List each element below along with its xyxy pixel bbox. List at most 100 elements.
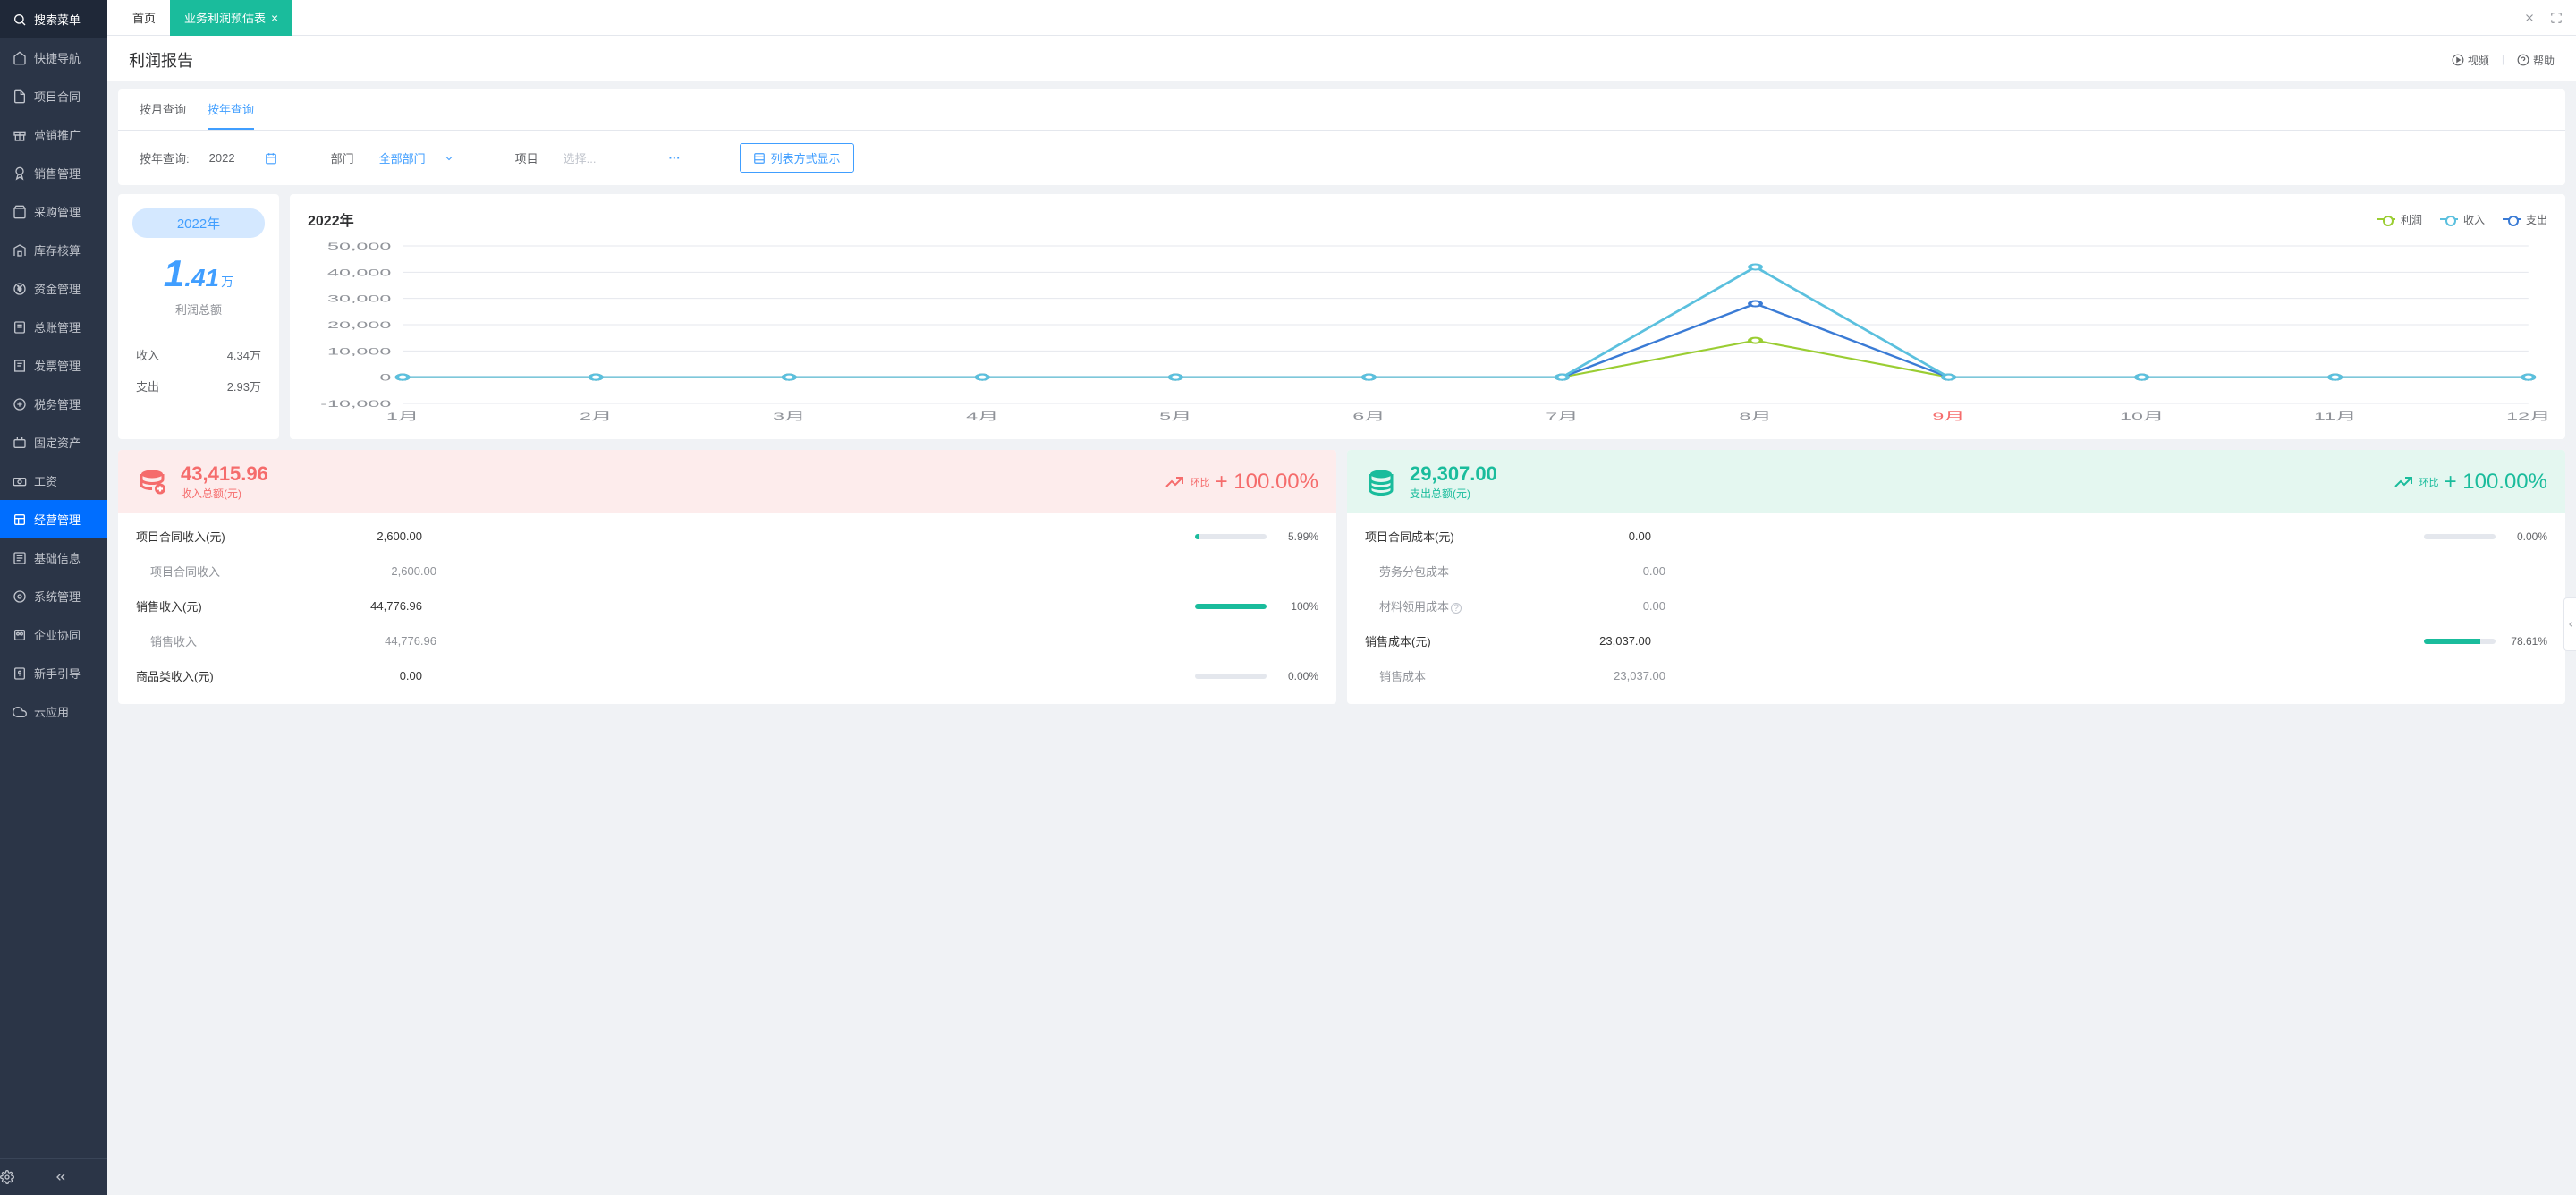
tab-0[interactable]: 首页	[118, 0, 170, 36]
right-drawer-handle[interactable]	[2563, 598, 2576, 651]
tab-close-all-button[interactable]	[2519, 7, 2540, 29]
query-tab-0[interactable]: 按月查询	[140, 89, 186, 130]
sidebar-item-12[interactable]: 工资	[0, 462, 107, 500]
sidebar-item-label: 企业协同	[34, 626, 80, 643]
metric-row: 项目合同成本(元)0.000.00%	[1365, 519, 2547, 554]
home-icon	[13, 51, 27, 65]
sidebar-item-label: 税务管理	[34, 395, 80, 412]
sidebar-item-5[interactable]: 采购管理	[0, 192, 107, 231]
sidebar-item-3[interactable]: 营销推广	[0, 115, 107, 154]
sidebar-item-0[interactable]: 搜索菜单	[0, 0, 107, 38]
profit-label: 利润总额	[132, 301, 265, 318]
cart-icon	[13, 205, 27, 219]
chart-legend: 利润 收入 支出	[2377, 212, 2547, 227]
income-card: 43,415.96 收入总额(元) 环比 + 100.00% 项目合同收入(元)…	[118, 450, 1336, 704]
svg-text:-10,000: -10,000	[320, 398, 391, 410]
metric-row: 销售收入44,776.96	[136, 623, 1318, 658]
legend-item[interactable]: 收入	[2440, 212, 2485, 227]
year-filter-label: 按年查询:	[140, 149, 190, 166]
help-link[interactable]: 帮助	[2517, 53, 2555, 68]
sidebar-item-16[interactable]: 企业协同	[0, 615, 107, 654]
cloud-icon	[13, 705, 27, 719]
year-badge: 2022年	[132, 208, 265, 238]
sidebar-item-4[interactable]: 销售管理	[0, 154, 107, 192]
metric-row: 销售收入(元)44,776.96100%	[136, 589, 1318, 623]
year-input[interactable]: 2022	[208, 148, 261, 168]
metric-row-label: 项目合同收入	[150, 563, 311, 580]
svg-text:3月: 3月	[773, 411, 805, 422]
sidebar-item-label: 销售管理	[34, 165, 80, 182]
tab-1[interactable]: 业务利润预估表×	[170, 0, 292, 36]
metric-row-value: 0.00	[1540, 564, 1665, 578]
legend-marker	[2377, 216, 2395, 223]
expense-trend-value: + 100.00%	[2445, 470, 2547, 495]
svg-text:10月: 10月	[2120, 411, 2164, 422]
svg-text:7月: 7月	[1546, 411, 1578, 422]
sidebar-item-label: 快捷导航	[34, 49, 80, 66]
progress-pct: 0.00%	[2504, 530, 2547, 543]
expense-amount: 29,307.00	[1410, 462, 1497, 486]
svg-text:50,000: 50,000	[327, 241, 391, 252]
project-more-button[interactable]: ···	[664, 151, 686, 165]
sidebar-item-label: 搜索菜单	[34, 11, 80, 28]
sidebar-item-6[interactable]: 库存核算	[0, 231, 107, 269]
sidebar-item-7[interactable]: ¥资金管理	[0, 269, 107, 308]
svg-text:9月: 9月	[1932, 411, 1964, 422]
sidebar-item-10[interactable]: 税务管理	[0, 385, 107, 423]
sidebar-item-9[interactable]: 发票管理	[0, 346, 107, 385]
asset-icon	[13, 436, 27, 450]
metric-row-label: 销售收入	[150, 632, 311, 649]
metric-row-label: 材料领用成本?	[1379, 598, 1540, 614]
collapse-button[interactable]	[54, 1159, 107, 1195]
dept-select[interactable]: 全部部门	[372, 146, 462, 170]
fullscreen-button[interactable]	[2546, 7, 2567, 29]
metric-row-label: 销售成本(元)	[1365, 632, 1526, 649]
svg-text:¥: ¥	[17, 284, 22, 292]
sidebar-item-15[interactable]: 系统管理	[0, 577, 107, 615]
sidebar-item-11[interactable]: 固定资产	[0, 423, 107, 462]
svg-text:8月: 8月	[1739, 411, 1771, 422]
sidebar-item-label: 工资	[34, 472, 57, 489]
tab-close-icon[interactable]: ×	[271, 11, 278, 25]
legend-item[interactable]: 支出	[2503, 212, 2547, 227]
metric-row-label: 销售成本	[1379, 667, 1540, 684]
sidebar-item-2[interactable]: 项目合同	[0, 77, 107, 115]
project-select[interactable]: 选择...	[556, 146, 646, 170]
calendar-icon[interactable]	[265, 152, 277, 165]
income-icon	[136, 466, 168, 498]
settings-button[interactable]	[0, 1159, 54, 1195]
chevron-down-icon	[444, 153, 454, 164]
video-link[interactable]: 视频	[2452, 53, 2489, 68]
sidebar-item-label: 新手引导	[34, 665, 80, 682]
sidebar-item-18[interactable]: 云应用	[0, 692, 107, 731]
metric-row-value: 44,776.96	[297, 599, 422, 613]
warehouse-icon	[13, 243, 27, 258]
salary-icon	[13, 474, 27, 488]
progress-pct: 5.99%	[1275, 530, 1318, 543]
svg-text:40,000: 40,000	[327, 267, 391, 278]
sidebar-item-1[interactable]: 快捷导航	[0, 38, 107, 77]
metric-row-value: 44,776.96	[311, 634, 436, 648]
sidebar-item-14[interactable]: 基础信息	[0, 538, 107, 577]
metric-row-label: 劳务分包成本	[1379, 563, 1540, 580]
legend-marker	[2503, 216, 2521, 223]
expense-row: 支出 2.93万	[132, 370, 265, 402]
svg-text:1月: 1月	[386, 411, 419, 422]
invoice-icon	[13, 359, 27, 373]
metric-row-value: 0.00	[1540, 599, 1665, 613]
legend-item[interactable]: 利润	[2377, 212, 2422, 227]
sidebar-item-8[interactable]: 总账管理	[0, 308, 107, 346]
query-tab-1[interactable]: 按年查询	[208, 89, 254, 130]
info-icon[interactable]: ?	[1451, 603, 1462, 614]
svg-text:30,000: 30,000	[327, 292, 391, 304]
sidebar-item-17[interactable]: 新手引导	[0, 654, 107, 692]
sidebar-item-label: 采购管理	[34, 203, 80, 220]
income-amount: 43,415.96	[181, 462, 268, 486]
collab-icon	[13, 628, 27, 642]
badge-icon	[13, 166, 27, 181]
sidebar-item-13[interactable]: 经营管理	[0, 500, 107, 538]
list-mode-button[interactable]: 列表方式显示	[740, 143, 854, 173]
file-icon	[13, 89, 27, 104]
svg-text:11月: 11月	[2314, 411, 2357, 422]
progress-pct: 0.00%	[1275, 670, 1318, 682]
